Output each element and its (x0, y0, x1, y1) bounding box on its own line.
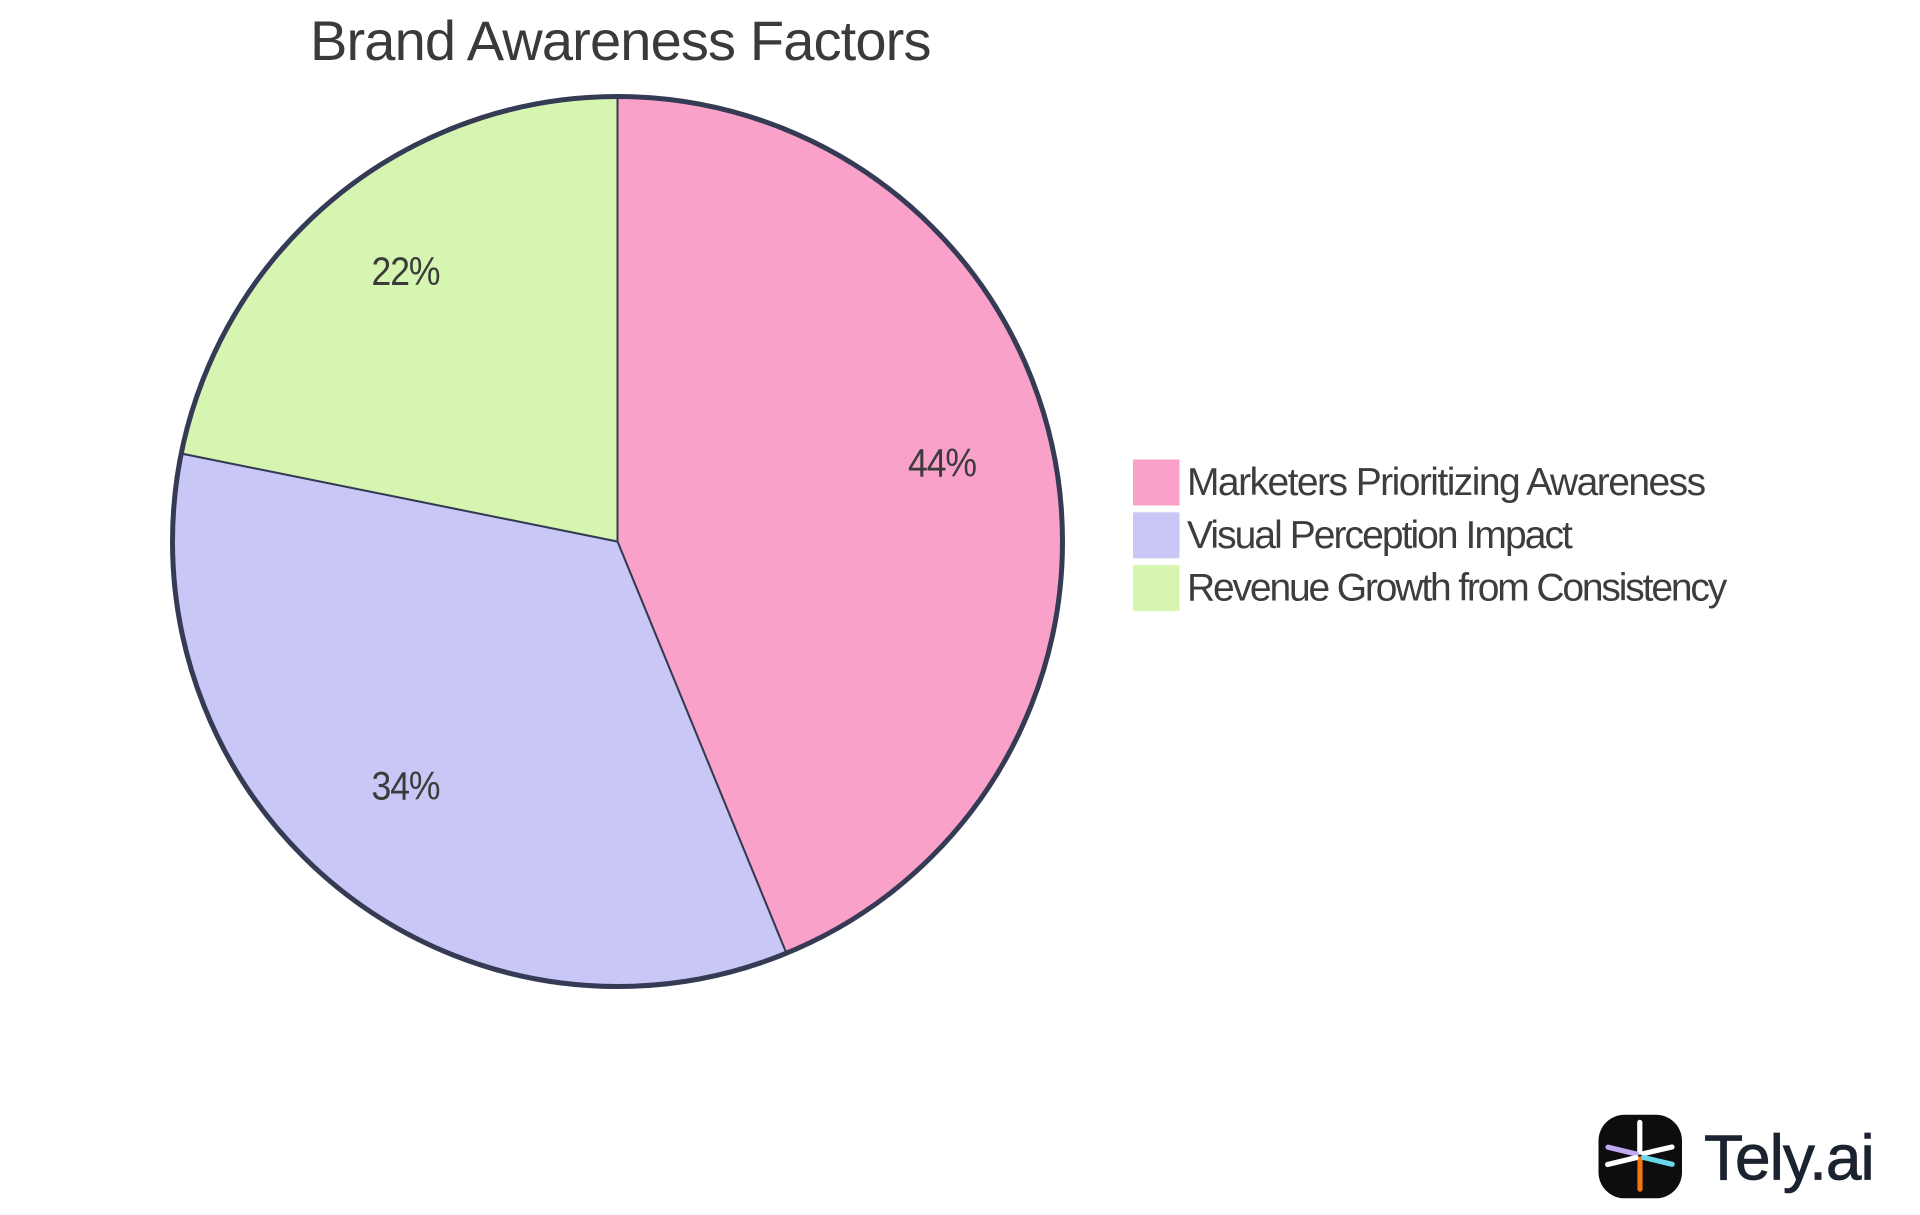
svg-text:Brand Awareness Factors: Brand Awareness Factors (310, 9, 931, 72)
svg-text:22%: 22% (372, 249, 441, 293)
svg-text:Marketers Prioritizing Awarene: Marketers Prioritizing Awareness (1187, 461, 1706, 504)
svg-text:Revenue Growth from Consistenc: Revenue Growth from Consistency (1187, 567, 1728, 610)
svg-text:44%: 44% (908, 441, 977, 485)
svg-text:34%: 34% (372, 764, 441, 808)
svg-text:Visual Perception Impact: Visual Perception Impact (1187, 514, 1573, 557)
svg-text:Tely.ai: Tely.ai (1704, 1122, 1874, 1194)
